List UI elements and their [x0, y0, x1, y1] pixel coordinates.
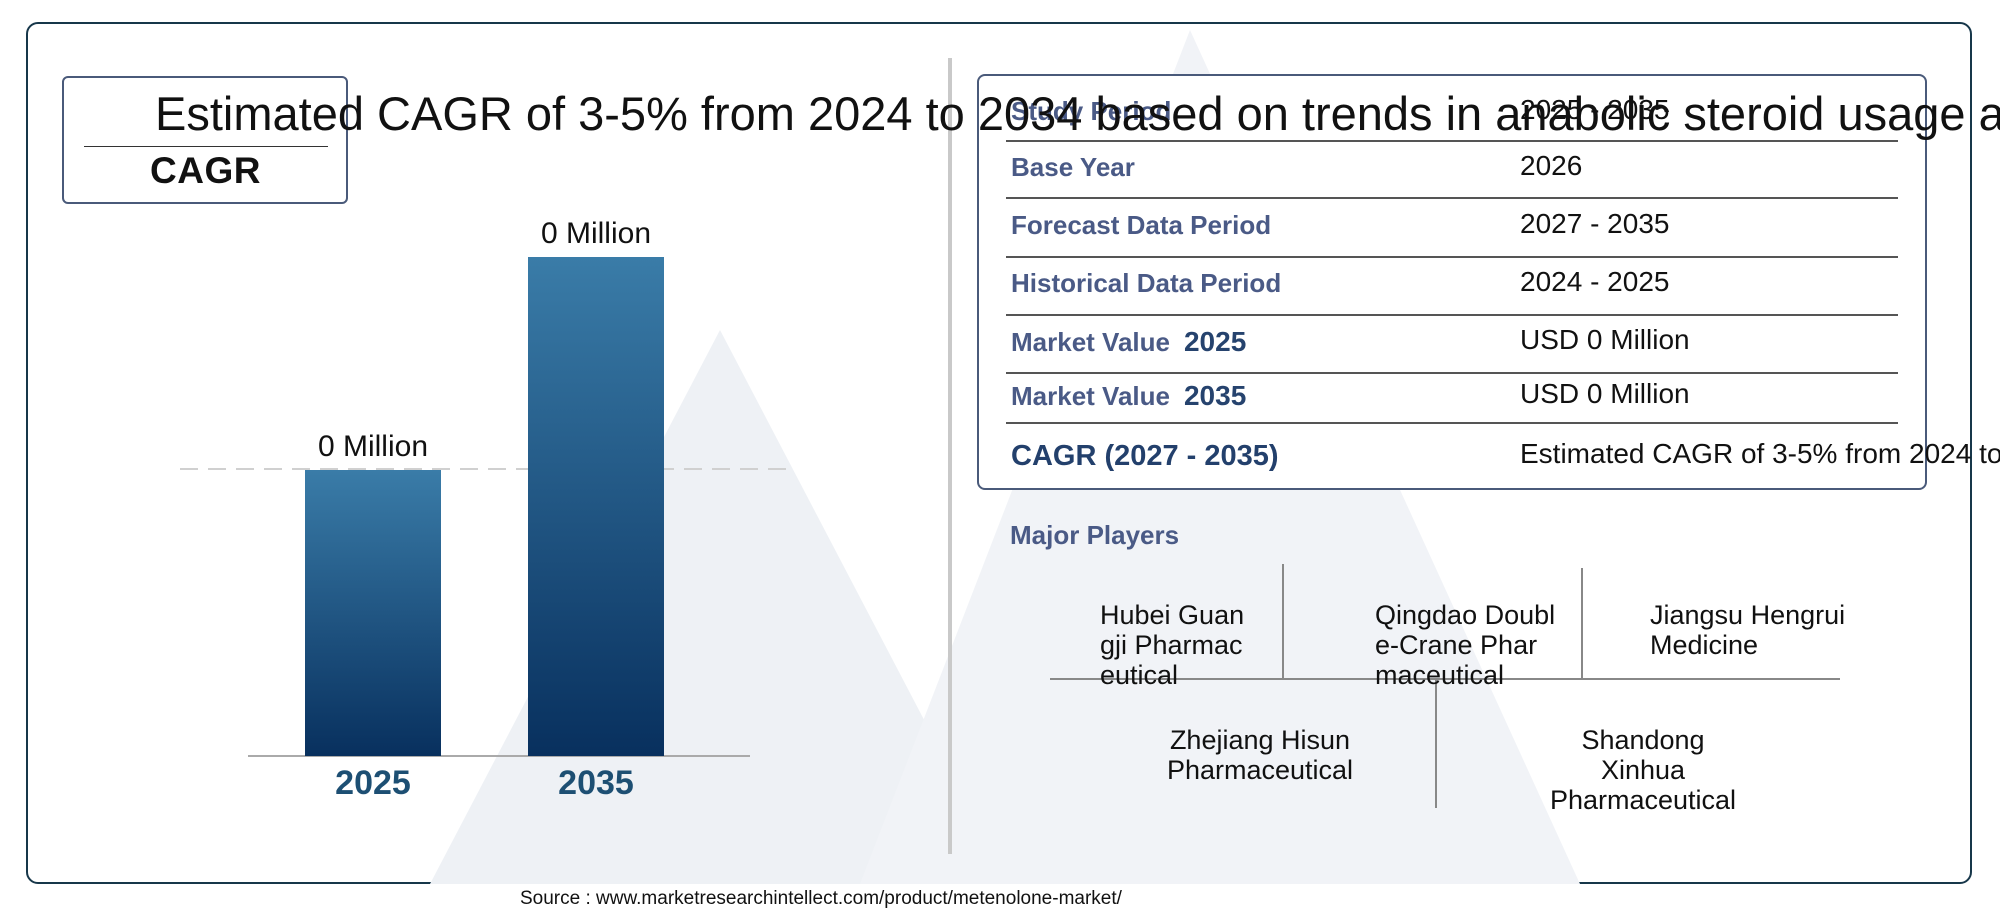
- panel-divider: [948, 58, 952, 854]
- table-row-divider: [1006, 197, 1898, 199]
- table-row-label-text: CAGR (2027 - 2035): [1011, 440, 1279, 472]
- table-row-value: 2024 - 2025: [1520, 266, 1670, 297]
- x-tick-label: 2035: [558, 764, 634, 802]
- table-row-label: Base Year: [1011, 152, 1135, 183]
- table-row-value: USD 0 Million: [1520, 324, 1690, 355]
- bar-2035: [528, 257, 664, 756]
- player-jiangsu-hengrui: Jiangsu Hengrui Medicine: [1650, 600, 1846, 660]
- table-row-divider: [1006, 314, 1898, 316]
- table-row-label: Study Period: [1011, 96, 1171, 127]
- bar-2025: [305, 470, 441, 756]
- table-row-label-text: Market Value: [1011, 381, 1170, 411]
- table-row-value: 2025 - 2035: [1520, 94, 1670, 125]
- players-divider-1: [1282, 564, 1284, 678]
- headline-text: Estimated CAGR of 3-5% from 2024 to 2034…: [155, 87, 2000, 140]
- players-divider-3: [1435, 680, 1437, 808]
- cagr-box-divider: [84, 146, 328, 147]
- table-row-label-text: Forecast Data Period: [1011, 210, 1272, 240]
- bar-value-label: 0 Million: [318, 430, 428, 463]
- table-row-label: Market Value 2025: [1011, 326, 1246, 358]
- table-row-divider: [1006, 140, 1898, 142]
- player-zhejiang-hisun: Zhejiang Hisun Pharmaceutical: [1166, 725, 1354, 785]
- table-row-value: 2026: [1520, 150, 1583, 181]
- table-row-value: Estimated CAGR of 3-5% from 2024 to: [1520, 438, 2000, 469]
- players-divider-2: [1581, 568, 1583, 678]
- x-tick-label: 2025: [335, 764, 411, 802]
- table-row-label-text: Historical Data Period: [1011, 268, 1282, 298]
- table-row-label: Historical Data Period: [1011, 268, 1281, 299]
- summary-table: [977, 74, 1927, 490]
- cagr-box: [62, 76, 348, 204]
- table-row-label-year: 2025: [1183, 326, 1247, 357]
- player-qingdao-double-crane: Qingdao Double-Crane Pharmaceutical: [1375, 600, 1556, 690]
- table-row-divider: [1006, 372, 1898, 374]
- table-row-label: CAGR (2027 - 2035): [1011, 440, 1279, 473]
- table-row-label: Forecast Data Period: [1011, 210, 1271, 241]
- bar-chart: 0 Million 2025 0 Million 2035: [180, 217, 790, 802]
- table-row-label-text: Study Period: [1011, 96, 1172, 126]
- table-row-divider: [1006, 256, 1898, 258]
- players-divider-horizontal: [1050, 678, 1840, 680]
- major-players-title: Major Players: [1010, 520, 1180, 550]
- table-row-value: 2027 - 2035: [1520, 208, 1670, 239]
- player-hubei-guangji: Hubei Guangji Pharmaceutical: [1100, 600, 1245, 690]
- cagr-box-label: CAGR: [150, 150, 261, 191]
- table-row-label-text: Market Value: [1011, 327, 1170, 357]
- table-row-label: Market Value 2035: [1011, 380, 1246, 412]
- table-row-value: USD 0 Million: [1520, 378, 1690, 409]
- source-citation: Source : www.marketresearchintellect.com…: [520, 888, 1122, 909]
- table-row-divider: [1006, 422, 1898, 424]
- player-shandong-xinhua: Shandong Xinhua Pharmaceutical: [1549, 725, 1737, 815]
- bar-value-label: 0 Million: [541, 217, 651, 250]
- table-row-label-year: 2035: [1183, 380, 1247, 411]
- table-row-label-text: Base Year: [1011, 152, 1135, 182]
